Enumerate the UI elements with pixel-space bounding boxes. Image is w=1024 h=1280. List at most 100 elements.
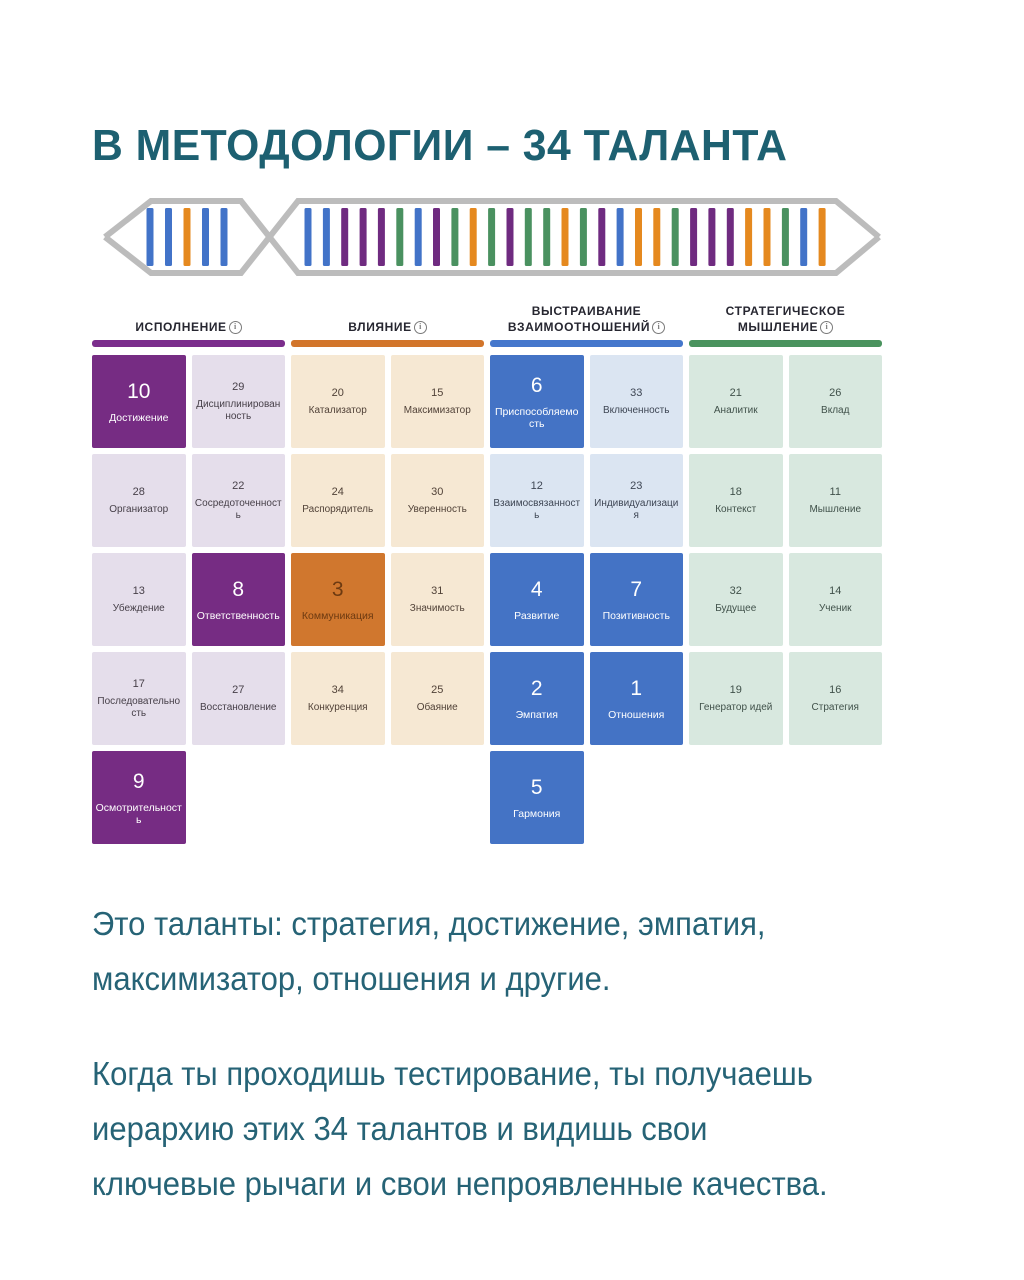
tile-3: 3 Коммуникация xyxy=(291,553,385,646)
tile-33: 33 Включенность xyxy=(589,355,683,448)
tile-number: 14 xyxy=(829,585,842,597)
tile-label: Позитивность xyxy=(602,609,670,622)
tile-30: 30 Уверенность xyxy=(390,454,484,547)
group-tiles-influencing: 20 Катализатор 15 Максимизатор 24 Распорядите… xyxy=(291,355,484,745)
tile-17: 17 Последовательность xyxy=(92,652,186,745)
talent-grid: ИСПОЛНЕНИЕ i 10 Достижение 29 Дисциплинирован… xyxy=(92,293,882,844)
dna-bar-orange xyxy=(635,208,642,266)
tile-number: 24 xyxy=(331,486,344,498)
dna-bar-blue xyxy=(322,208,330,266)
dna-bar-purple xyxy=(359,208,367,266)
tile-number: 3 xyxy=(331,577,344,601)
tile-19: 19 Генератор идей xyxy=(689,652,783,745)
info-icon: i xyxy=(413,320,427,334)
tile-number: 27 xyxy=(232,684,245,696)
tile-label: Дисциплинированность xyxy=(196,399,281,422)
tile-label: Достижение xyxy=(109,411,169,424)
group-tiles-executing: 10 Достижение 29 Дисциплинированность 28 Орга… xyxy=(92,355,285,844)
tile-label: Индивидуализация xyxy=(594,498,679,521)
paragraph-line: Когда ты проходишь тестирование, ты полу… xyxy=(92,1055,813,1092)
tile-number: 8 xyxy=(232,577,245,601)
dna-bar-green xyxy=(488,208,496,266)
tile-number: 32 xyxy=(729,585,742,597)
dna-svg xyxy=(103,198,881,276)
tile-24: 24 Распорядитель xyxy=(291,454,385,547)
tile-number: 25 xyxy=(431,684,444,696)
tile-14: 14 Ученик xyxy=(788,553,882,646)
tile-number: 18 xyxy=(729,486,742,498)
tile-1: 1 Отношения xyxy=(589,652,683,745)
tile-27: 27 Восстановление xyxy=(191,652,285,745)
dna-bar-green xyxy=(671,208,679,266)
paragraph-line: ключевые рычаги и свои непроявленные кач… xyxy=(92,1165,828,1202)
intro-paragraph: Это таланты: стратегия, достижение, эмпа… xyxy=(92,896,766,1006)
dna-bar-green xyxy=(579,208,587,266)
tile-label: Восстановление xyxy=(200,702,277,713)
dna-bar-purple xyxy=(726,208,734,266)
group-underline-relationship-building xyxy=(490,340,683,347)
tile-25: 25 Обаяние xyxy=(390,652,484,745)
tile-label: Катализатор xyxy=(308,405,367,416)
tile-10: 10 Достижение xyxy=(92,355,186,448)
tile-label: Ответственность xyxy=(196,609,280,622)
tile-label: Максимизатор xyxy=(403,405,471,416)
dna-bar-purple xyxy=(433,208,440,266)
dna-bar-blue xyxy=(146,208,154,266)
tile-label: Приспособляемость xyxy=(495,405,579,430)
tile-label: Конкуренция xyxy=(307,702,368,713)
tile-number: 19 xyxy=(729,684,742,696)
tile-4: 4 Развитие xyxy=(490,553,584,646)
dna-bar-blue xyxy=(616,208,624,266)
talent-group-strategic-thinking: СТРАТЕГИЧЕСКОЕ МЫШЛЕНИЕ i 21 Аналитик 26 Вклад… xyxy=(689,293,882,844)
tile-6: 6 Приспособляемость xyxy=(490,355,584,448)
group-header-influencing: ВЛИЯНИЕ i xyxy=(291,293,484,335)
dna-graphic xyxy=(90,190,890,288)
dna-bar-orange xyxy=(183,208,191,266)
tile-number: 15 xyxy=(431,387,444,399)
tile-label: Эмпатия xyxy=(515,708,558,721)
tile-label: Контекст xyxy=(715,504,757,515)
tile-label: Генератор идей xyxy=(699,702,773,713)
page-title: В МЕТОДОЛОГИИ – 34 ТАЛАНТА xyxy=(92,121,788,171)
group-header-line: СТРАТЕГИЧЕСКОЕ xyxy=(726,303,846,319)
paragraph-line: Это таланты: стратегия, достижение, эмпа… xyxy=(92,905,766,942)
dna-bar-purple xyxy=(708,208,716,266)
tile-number: 26 xyxy=(829,387,842,399)
tile-number: 23 xyxy=(630,480,643,492)
dna-bar-purple xyxy=(690,208,698,266)
dna-bar-orange xyxy=(745,208,753,266)
tile-29: 29 Дисциплинированность xyxy=(191,355,285,448)
tile-34: 34 Конкуренция xyxy=(291,652,385,745)
group-header-line: ВЛИЯНИЕ i xyxy=(348,319,427,335)
info-icon: i xyxy=(652,320,666,334)
tile-number: 5 xyxy=(530,775,543,799)
info-icon: i xyxy=(228,320,242,334)
tile-number: 34 xyxy=(331,684,344,696)
tile-23: 23 Индивидуализация xyxy=(589,454,683,547)
dna-bar-blue xyxy=(304,208,312,266)
tile-number: 21 xyxy=(729,387,742,399)
dna-strand-2 xyxy=(103,198,881,276)
tile-12: 12 Взаимосвязанность xyxy=(490,454,584,547)
tile-9: 9 Осмотрительность xyxy=(92,751,186,844)
tile-label: Аналитик xyxy=(713,405,758,416)
tile-label: Распорядитель xyxy=(302,504,374,515)
group-header-line: ВЗАИМООТНОШЕНИЙ i xyxy=(508,319,666,335)
tile-label: Коммуникация xyxy=(301,609,374,622)
group-header-strategic-thinking: СТРАТЕГИЧЕСКОЕ МЫШЛЕНИЕ i xyxy=(689,293,882,335)
tile-2: 2 Эмпатия xyxy=(490,652,584,745)
tile-7: 7 Позитивность xyxy=(589,553,683,646)
dna-bar-purple xyxy=(377,208,385,266)
tile-label: Включенность xyxy=(603,405,670,416)
tile-number: 31 xyxy=(431,585,444,597)
group-header-relationship-building: ВЫСТРАИВАНИЕ ВЗАИМООТНОШЕНИЙ i xyxy=(490,293,683,335)
group-underline-strategic-thinking xyxy=(689,340,882,347)
tile-number: 33 xyxy=(630,387,643,399)
group-tiles-relationship-building: 6 Приспособляемость 33 Включенность 12 Взаимо… xyxy=(490,355,683,844)
dna-bar-purple xyxy=(341,208,349,266)
tile-number: 7 xyxy=(630,577,643,601)
tile-number: 17 xyxy=(132,678,145,690)
tile-label: Ученик xyxy=(818,603,852,614)
tile-28: 28 Организатор xyxy=(92,454,186,547)
dna-bar-orange xyxy=(653,208,661,266)
